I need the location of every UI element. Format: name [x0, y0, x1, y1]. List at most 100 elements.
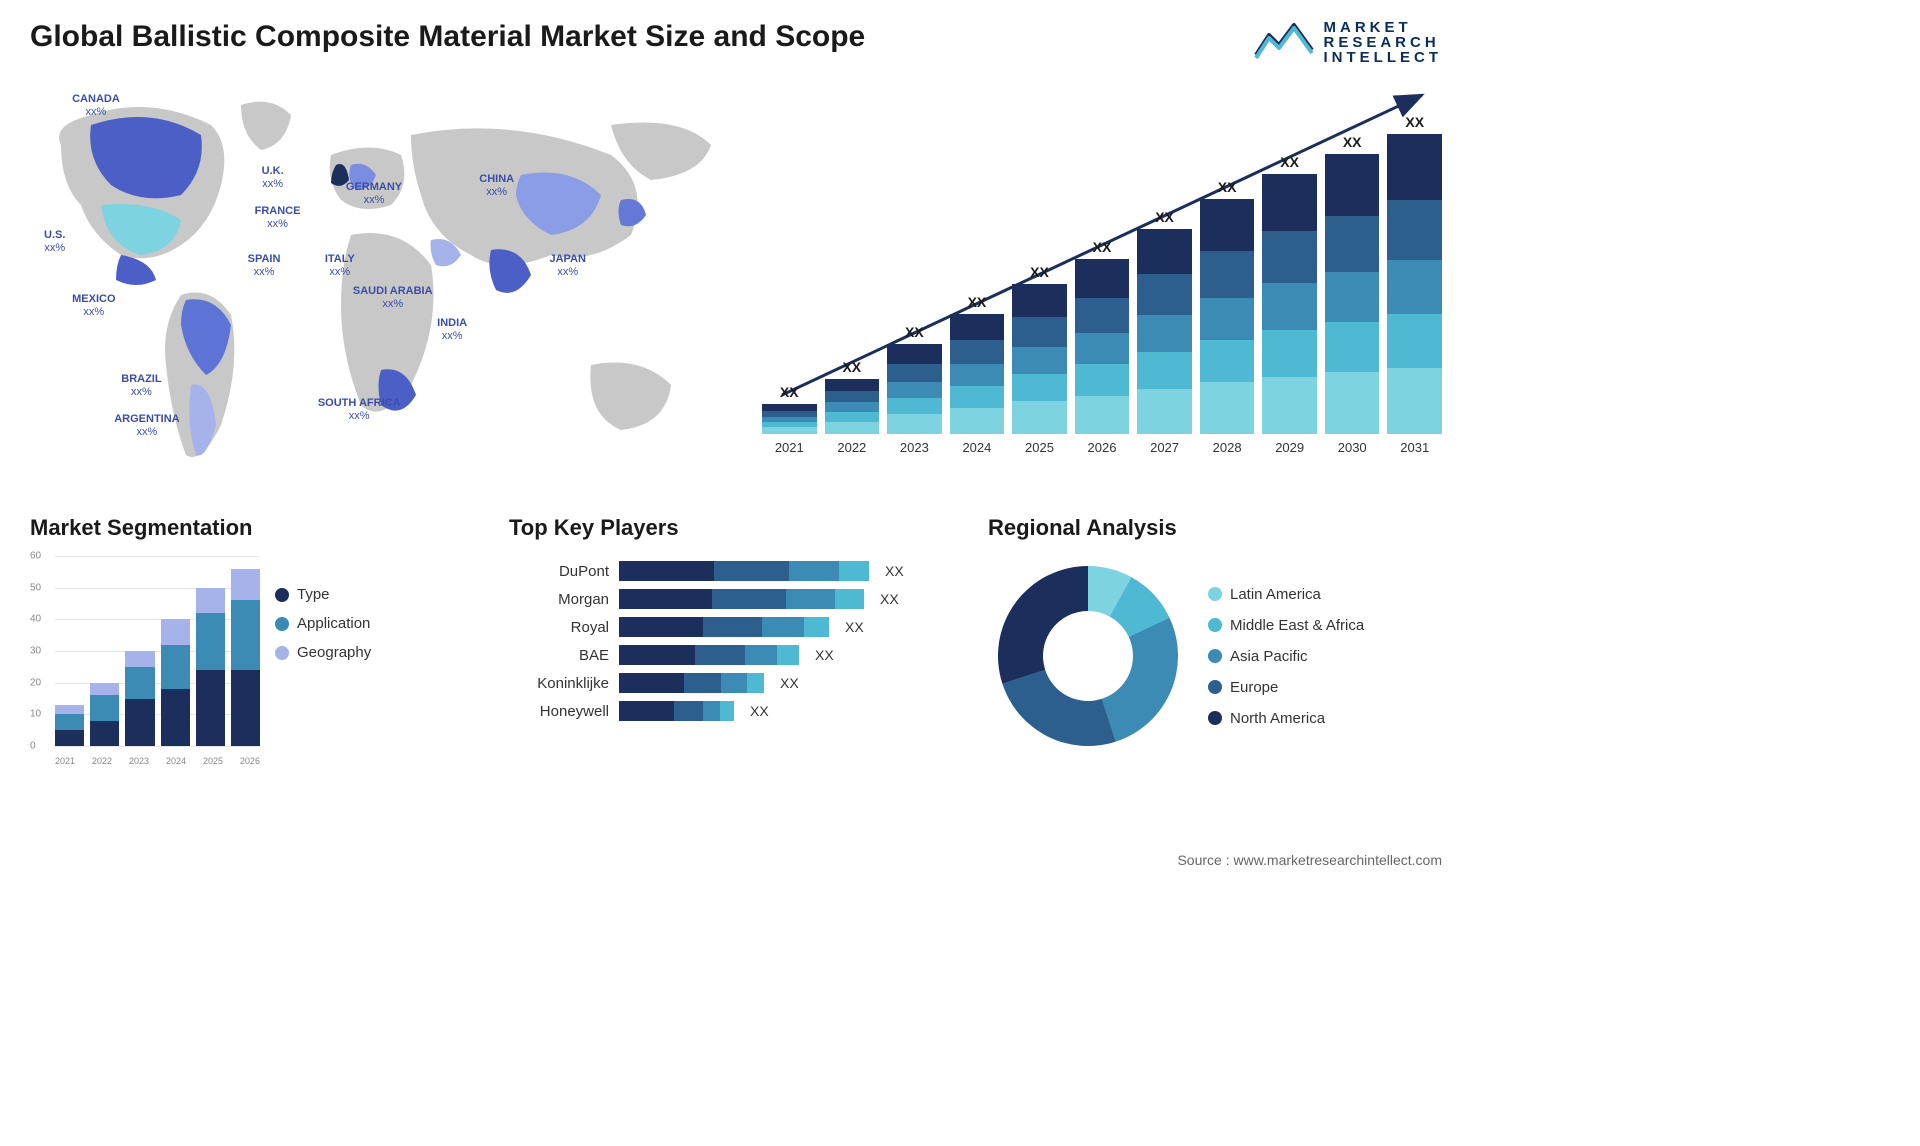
legend-dot-icon — [275, 588, 289, 602]
growth-bar-year: 2025 — [1025, 440, 1054, 455]
growth-bar-year: 2024 — [962, 440, 991, 455]
growth-bar-segment — [1387, 260, 1442, 314]
growth-bar-top-label: XX — [1280, 154, 1299, 170]
growth-bar-top-label: XX — [1405, 114, 1424, 130]
key-player-row: RoyalXX — [509, 617, 963, 637]
growth-bar-stack — [1262, 174, 1317, 434]
legend-label: Application — [297, 615, 370, 632]
growth-bar-segment — [950, 314, 1005, 340]
segmentation-bar — [55, 705, 84, 746]
growth-bar-segment — [950, 340, 1005, 364]
growth-bar-segment — [1075, 364, 1130, 396]
growth-bar-segment — [1262, 283, 1317, 330]
growth-bar-column: XX2027 — [1137, 209, 1192, 455]
growth-bar-stack — [1075, 259, 1130, 434]
key-players-title: Top Key Players — [509, 515, 963, 541]
growth-bar-column: XX2022 — [825, 359, 880, 455]
growth-bar-top-label: XX — [1343, 134, 1362, 150]
map-country-label: SPAINxx% — [248, 253, 281, 279]
key-player-value: XX — [845, 619, 864, 635]
growth-bar-stack — [950, 314, 1005, 434]
logo-text: MARKET RESEARCH INTELLECT — [1324, 20, 1443, 65]
growth-bar-stack — [1137, 229, 1192, 434]
segmentation-bar-segment — [161, 645, 190, 689]
segmentation-bar-segment — [125, 651, 154, 667]
growth-bar-segment — [1137, 352, 1192, 389]
segmentation-xtick: 2024 — [166, 756, 186, 766]
regional-legend-item: Asia Pacific — [1208, 648, 1364, 665]
key-player-name: BAE — [509, 647, 609, 664]
key-player-bar-segment — [745, 645, 777, 665]
map-country-label: MEXICOxx% — [72, 293, 115, 319]
segmentation-bar-segment — [196, 670, 225, 746]
growth-bar-top-label: XX — [1030, 264, 1049, 280]
growth-bar-segment — [1200, 298, 1255, 340]
growth-bar-segment — [1387, 314, 1442, 368]
growth-bar-segment — [950, 408, 1005, 434]
segmentation-legend-item: Application — [275, 615, 371, 632]
segmentation-bar-segment — [161, 689, 190, 746]
map-country-label: CHINAxx% — [479, 173, 514, 199]
growth-bar-segment — [1325, 216, 1380, 272]
key-player-bar-segment — [714, 561, 789, 581]
legend-dot-icon — [1208, 711, 1222, 725]
key-player-value: XX — [750, 703, 769, 719]
map-country-label: CANADAxx% — [72, 93, 120, 119]
growth-bar-segment — [1262, 377, 1317, 434]
key-player-bar-segment — [720, 701, 734, 721]
key-players-chart: DuPontXXMorganXXRoyalXXBAEXXKoninklijkeX… — [509, 556, 963, 721]
key-player-bar-segment — [777, 645, 799, 665]
key-player-bar-segment — [619, 561, 714, 581]
key-player-value: XX — [885, 563, 904, 579]
logo-line1: MARKET — [1324, 20, 1443, 35]
growth-bar-segment — [1012, 317, 1067, 347]
key-player-bar-segment — [747, 673, 764, 693]
legend-dot-icon — [275, 617, 289, 631]
segmentation-bar — [231, 569, 260, 746]
regional-panel: Regional Analysis Latin AmericaMiddle Ea… — [988, 515, 1442, 765]
key-player-row: KoninklijkeXX — [509, 673, 963, 693]
segmentation-xtick: 2022 — [92, 756, 112, 766]
key-player-bar-segment — [619, 617, 703, 637]
growth-bar-top-label: XX — [968, 294, 987, 310]
growth-bar-top-label: XX — [780, 384, 799, 400]
growth-bar-top-label: XX — [905, 324, 924, 340]
segmentation-bar-segment — [231, 600, 260, 670]
segmentation-bar-segment — [196, 613, 225, 670]
key-player-bar-segment — [789, 561, 839, 581]
growth-bar-segment — [1137, 315, 1192, 352]
logo-line2: RESEARCH — [1324, 35, 1443, 50]
key-player-bar — [619, 589, 864, 609]
key-player-bar-segment — [712, 589, 786, 609]
growth-bar-stack — [1325, 154, 1380, 434]
map-country-label: U.S.xx% — [44, 229, 65, 255]
growth-bar-segment — [1262, 231, 1317, 283]
growth-bar-column: XX2031 — [1387, 114, 1442, 455]
key-player-row: DuPontXX — [509, 561, 963, 581]
segmentation-bar-segment — [90, 721, 119, 746]
growth-bar-column: XX 2023 — [887, 324, 942, 455]
growth-bar-top-label: XX — [1093, 239, 1112, 255]
growth-bar-year: 2023 — [900, 440, 929, 455]
segmentation-bar-segment — [125, 667, 154, 699]
map-country-label: SAUDI ARABIAxx% — [353, 285, 433, 311]
donut-slice — [998, 566, 1088, 684]
top-row: CANADAxx%U.S.xx%MEXICOxx%BRAZILxx%ARGENT… — [30, 85, 1442, 485]
key-player-name: Koninklijke — [509, 675, 609, 692]
growth-bar-segment — [1200, 199, 1255, 251]
key-player-bar-segment — [839, 561, 869, 581]
growth-bar-column: XX2029 — [1262, 154, 1317, 455]
growth-bar-segment — [825, 379, 880, 391]
logo-icon — [1254, 20, 1314, 65]
legend-label: Latin America — [1230, 586, 1321, 603]
segmentation-chart: 0102030405060202120222023202420252026 — [30, 556, 260, 766]
infographic-container: Global Ballistic Composite Material Mark… — [0, 0, 1472, 878]
growth-bar-segment — [1075, 259, 1130, 298]
growth-bar-segment — [887, 414, 942, 434]
regional-legend: Latin AmericaMiddle East & AfricaAsia Pa… — [1208, 586, 1364, 727]
growth-bar-segment — [1137, 274, 1192, 315]
main-title: Global Ballistic Composite Material Mark… — [30, 20, 865, 54]
growth-bar-segment — [1387, 200, 1442, 260]
growth-bar-stack — [1387, 134, 1442, 434]
growth-bar-segment — [887, 398, 942, 414]
